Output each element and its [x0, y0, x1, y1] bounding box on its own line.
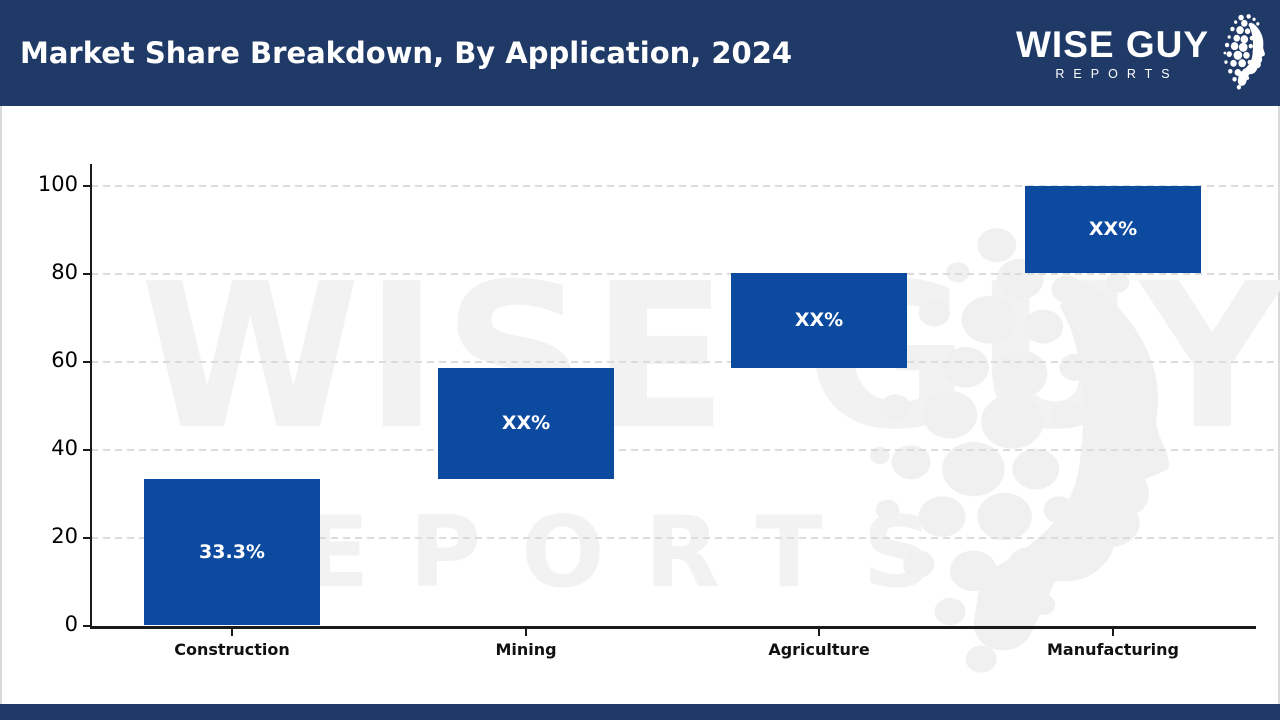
bar-value-label-manufacturing: XX% — [1088, 218, 1138, 241]
x-tick-label-agriculture: Agriculture — [768, 640, 870, 659]
logo-primary-text: WISE GUY — [1016, 23, 1210, 65]
gridline-60 — [91, 360, 1279, 363]
x-tick-manufacturing — [1112, 628, 1114, 636]
gridline-20 — [91, 536, 1279, 539]
gridline-40 — [91, 448, 1279, 451]
bar-value-label-construction: 33.3% — [199, 541, 265, 564]
y-tick-0 — [83, 624, 91, 627]
bar-value-label-mining: XX% — [501, 412, 551, 435]
y-tick-label-60: 60 — [51, 347, 78, 372]
y-tick-80 — [83, 272, 91, 275]
y-tick-100 — [83, 184, 91, 187]
logo-wordmark: WISE GUY REPORTS — [1016, 26, 1209, 81]
watermark-wordmark: WISE GUY — [140, 241, 1280, 474]
x-tick-agriculture — [818, 628, 820, 636]
logo-secondary-text: REPORTS — [1055, 66, 1179, 81]
gridline-100 — [91, 184, 1279, 187]
y-tick-label-0: 0 — [64, 611, 78, 636]
y-tick-label-80: 80 — [51, 259, 78, 284]
brand-logo: WISE GUY REPORTS — [1016, 6, 1266, 100]
bar-manufacturing: XX% — [1025, 185, 1201, 273]
bar-mining: XX% — [438, 367, 614, 479]
y-tick-60 — [83, 360, 91, 363]
y-tick-40 — [83, 448, 91, 451]
page-title: Market Share Breakdown, By Application, … — [20, 36, 793, 70]
x-tick-label-mining: Mining — [495, 640, 557, 659]
y-tick-20 — [83, 536, 91, 539]
gridline-80 — [91, 272, 1279, 275]
dotted-head-icon — [1223, 14, 1265, 90]
header-bar: Market Share Breakdown, By Application, … — [0, 0, 1280, 106]
chart-area: WISE GUY REPORTS 0 20 40 60 80 100 33.3% Constr… — [0, 106, 1280, 704]
y-tick-label-20: 20 — [51, 523, 78, 548]
x-tick-mining — [525, 628, 527, 636]
y-tick-label-40: 40 — [51, 435, 78, 460]
x-tick-label-manufacturing: Manufacturing — [1047, 640, 1179, 659]
y-tick-label-100: 100 — [37, 171, 78, 196]
y-axis — [90, 163, 92, 628]
bar-construction: 33.3% — [144, 478, 320, 626]
x-tick-label-construction: Construction — [174, 640, 290, 659]
bar-value-label-agriculture: XX% — [794, 309, 844, 332]
x-axis — [90, 625, 1256, 629]
x-tick-construction — [231, 628, 233, 636]
footer-bar — [0, 704, 1280, 720]
bar-agriculture: XX% — [731, 272, 907, 368]
